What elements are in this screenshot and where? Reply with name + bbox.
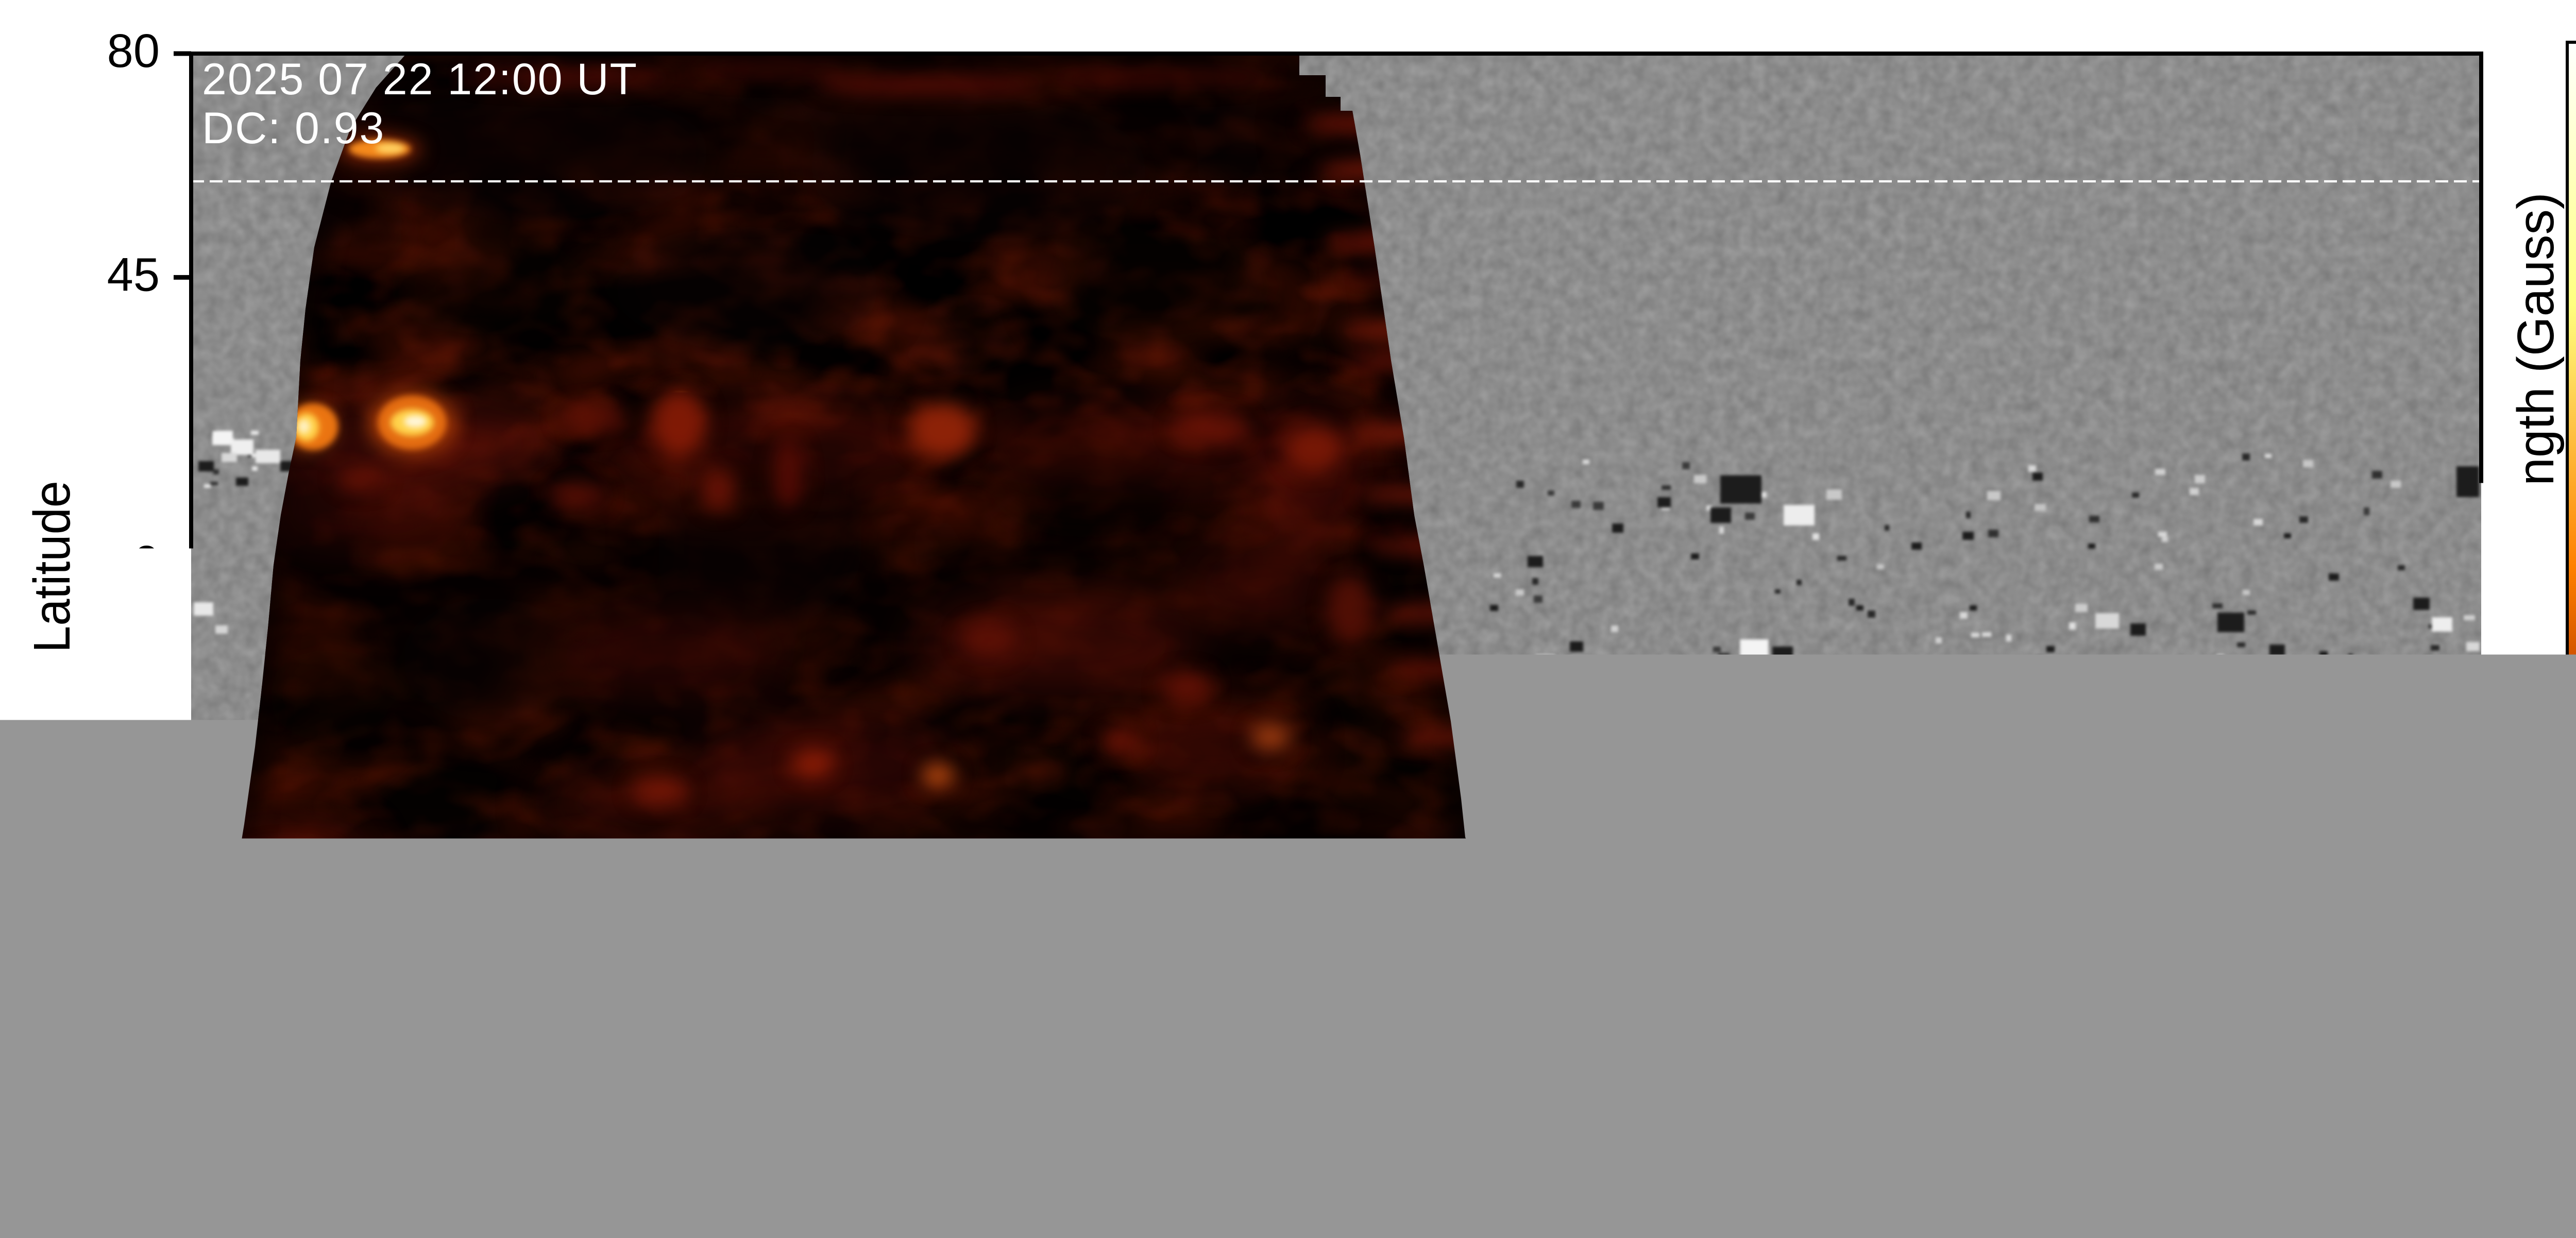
svg-text:60: 60 (547, 1097, 599, 1150)
svg-text:NISP: NISP (2349, 982, 2450, 1046)
svg-text:Latitude: Latitude (23, 481, 81, 653)
svg-text:DC: 0.93: DC: 0.93 (202, 104, 385, 153)
svg-text:0: 0 (133, 536, 160, 589)
svg-text:Carrington Longitude: Carrington Longitude (1112, 1161, 1568, 1220)
svg-text:-45: -45 (91, 824, 160, 877)
svg-text:360: 360 (2442, 1097, 2521, 1150)
svg-text:0: 0 (178, 1097, 204, 1150)
svg-text:120: 120 (915, 1097, 994, 1150)
svg-text:300: 300 (2060, 1097, 2139, 1150)
svg-text:2025 07 22 12:00 UT: 2025 07 22 12:00 UT (202, 55, 638, 104)
svg-text:Farside Magnetic Strength (Gau: Farside Magnetic Strength (Gauss) (2507, 193, 2565, 982)
svg-text:240: 240 (1679, 1097, 1758, 1150)
svg-text:80: 80 (107, 25, 160, 77)
svg-text:180: 180 (1297, 1097, 1376, 1150)
svg-text:-80: -80 (91, 1048, 160, 1100)
svg-text:45: 45 (107, 248, 160, 301)
